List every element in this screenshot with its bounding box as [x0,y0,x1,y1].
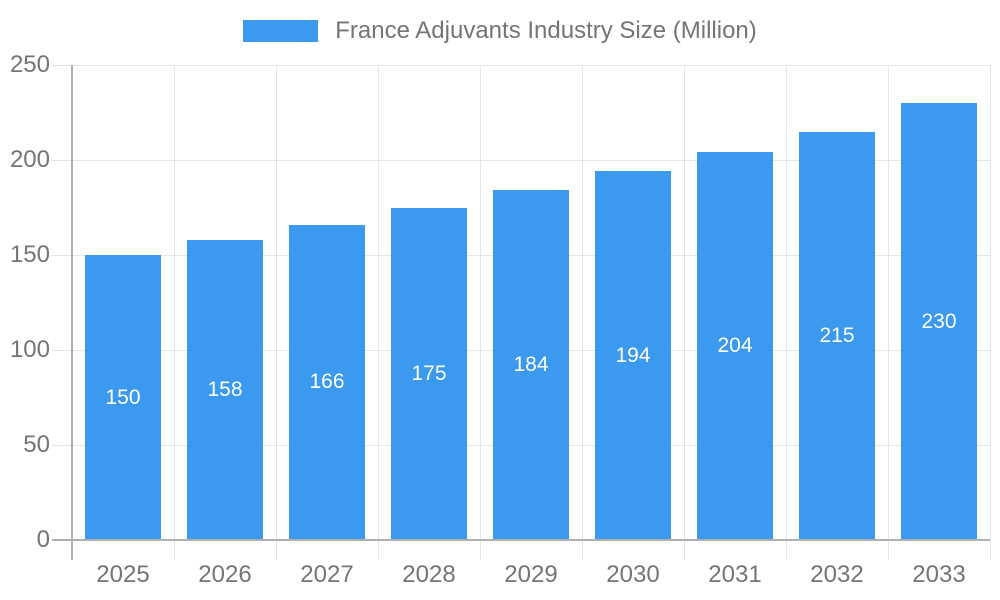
x-tick-label: 2032 [810,561,864,588]
y-tick-label: 50 [23,431,50,458]
bar[interactable]: 194 [595,171,671,540]
y-axis-tick [52,349,72,351]
bar-value-label: 175 [411,361,447,385]
gridline-vertical [785,65,787,560]
y-tick-label: 100 [9,336,50,363]
x-tick-label: 2025 [96,561,150,588]
x-tick-label: 2028 [402,561,456,588]
x-tick-label: 2030 [606,561,660,588]
y-tick-label: 250 [9,51,50,78]
gridline-vertical [887,65,889,560]
gridline-horizontal [72,159,990,161]
y-axis-line [71,65,73,560]
gridline-vertical [581,65,583,560]
bar-value-label: 204 [717,334,753,358]
plot-area: 150 158 166 175 184 194 204 215 230 0 50 100 150 200… [10,52,991,588]
legend-swatch [243,20,319,42]
bar[interactable]: 166 [289,224,365,540]
x-tick-label: 2029 [504,561,558,588]
axis-layer [52,65,990,560]
bar[interactable]: 230 [901,103,977,540]
bar[interactable]: 150 [85,255,161,540]
bar-value-label: 158 [207,377,243,401]
x-tick-label: 2027 [300,561,354,588]
gridline-vertical [479,65,481,560]
bar[interactable]: 158 [187,239,263,540]
gridline-vertical [275,65,277,560]
gridline-vertical [683,65,685,560]
gridline-vertical [989,65,991,560]
y-tick-label: 200 [9,146,50,173]
bar-value-label: 166 [309,370,345,394]
y-axis-tick [52,444,72,446]
bar[interactable]: 175 [391,207,467,540]
legend[interactable]: France Adjuvants Industry Size (Million) [0,17,1000,45]
bar-value-label: 215 [819,323,855,347]
gridline-horizontal [72,64,990,66]
bar-value-label: 230 [921,309,957,333]
x-tick-label: 2033 [912,561,966,588]
gridline-vertical [173,65,175,560]
bars-layer: 150 158 166 175 184 194 204 215 230 [72,65,990,540]
legend-label: France Adjuvants Industry Size (Million) [335,17,757,44]
x-axis-line [52,539,990,541]
bar-value-label: 150 [105,385,141,409]
bar[interactable]: 204 [697,152,773,540]
y-tick-label: 0 [36,526,50,553]
bar-value-label: 184 [513,353,549,377]
bar[interactable]: 184 [493,190,569,540]
y-axis-labels: 0 50 100 150 200 250 [10,52,990,553]
x-tick-label: 2031 [708,561,762,588]
bar-value-label: 194 [615,343,651,367]
y-tick-label: 150 [9,241,50,268]
x-axis-labels: 2025 2026 2027 2028 2029 2030 2031 2032 2033 [72,65,990,588]
y-axis-tick [52,159,72,161]
gridline-vertical [377,65,379,560]
bar[interactable]: 215 [799,131,875,540]
y-axis-tick [52,254,72,256]
x-tick-label: 2026 [198,561,252,588]
y-axis-tick [52,64,72,66]
